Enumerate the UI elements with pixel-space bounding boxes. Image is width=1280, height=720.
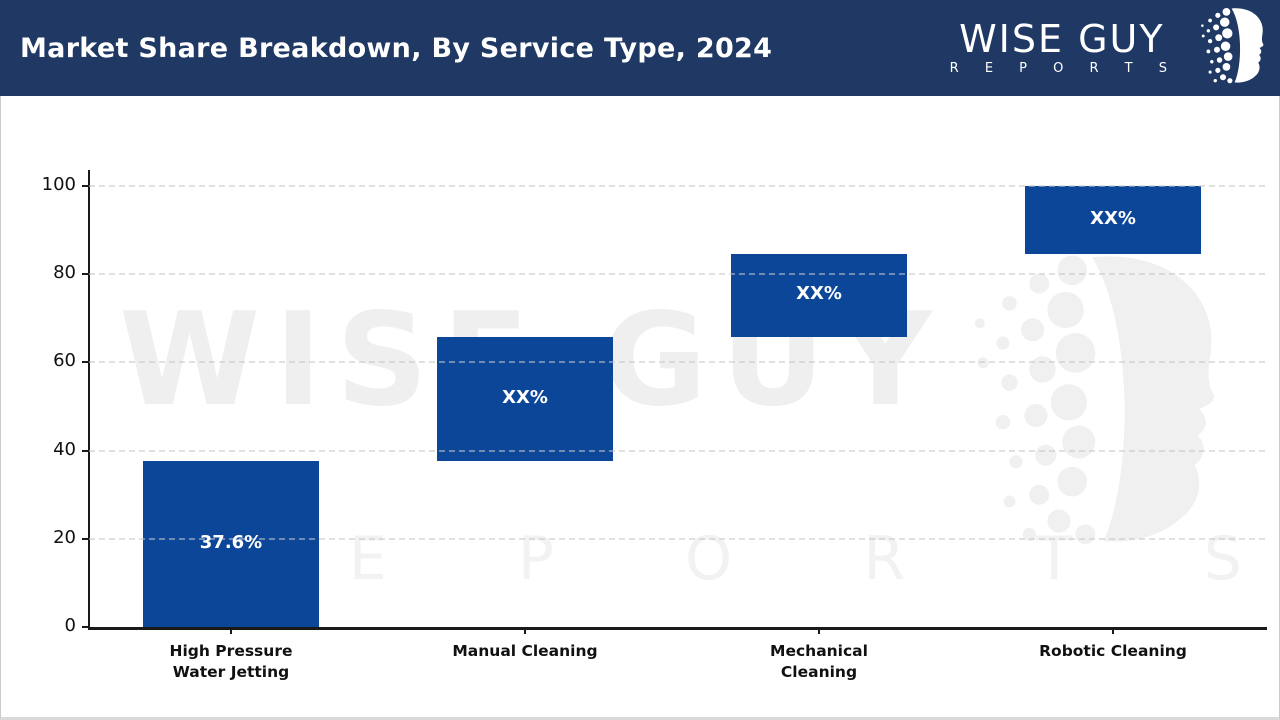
gridline <box>89 537 1265 540</box>
y-axis-tick-mark <box>82 537 88 540</box>
x-axis-category-label: Robotic Cleaning <box>1039 642 1187 660</box>
gridline <box>89 185 1265 187</box>
y-axis-tick-mark <box>82 273 88 276</box>
y-axis-tick-label: 60 <box>53 350 76 372</box>
brand-dotted-face-icon <box>1180 5 1266 91</box>
bar-value-label: XX% <box>1090 207 1136 229</box>
brand-logo-text: WISE GUY R E P O R T S <box>946 20 1178 76</box>
y-axis-tick-label: 0 <box>64 615 76 636</box>
x-axis-line <box>88 627 1267 630</box>
market-share-bar <box>437 336 613 462</box>
market-share-bar <box>143 461 319 627</box>
x-axis-tick-mark <box>524 627 526 634</box>
bar-value-label: 37.6% <box>199 532 263 554</box>
chart-canvas: WISE GUY R E P O R T S 0 20 40 60 80 100 37.6%… <box>0 96 1280 720</box>
y-axis-tick-mark <box>82 361 88 364</box>
y-axis-tick-label: 40 <box>53 438 76 460</box>
x-axis-tick-mark <box>818 627 820 634</box>
bar-value-label: XX% <box>796 283 842 305</box>
brand-name: WISE GUY <box>959 17 1165 61</box>
market-share-bar <box>731 253 907 337</box>
y-axis-tick-mark <box>82 449 88 452</box>
y-axis-tick-mark <box>82 185 88 187</box>
gridline <box>89 361 1265 364</box>
x-axis-tick-mark <box>230 627 232 634</box>
x-axis-category-label: Mechanical Cleaning <box>770 642 868 681</box>
y-axis-tick-label: 80 <box>53 262 76 284</box>
y-axis-tick-mark <box>82 626 88 628</box>
y-axis-tick-label: 20 <box>53 526 76 548</box>
gridline <box>89 449 1265 452</box>
y-axis-tick-label: 100 <box>41 174 76 195</box>
bar-value-label: XX% <box>502 387 548 408</box>
x-axis-category-label: Manual Cleaning <box>452 642 598 660</box>
brand-logo: WISE GUY R E P O R T S <box>946 0 1266 96</box>
x-axis-tick-mark <box>1112 627 1114 634</box>
x-axis-category-label: High Pressure Water Jetting <box>169 642 293 681</box>
chart-title: Market Share Breakdown, By Service Type,… <box>20 32 773 64</box>
market-share-bar <box>1025 186 1201 254</box>
y-axis-line <box>88 170 90 629</box>
brand-subtitle: R E P O R T S <box>949 61 1178 76</box>
gridline <box>89 273 1265 276</box>
header-bar: Market Share Breakdown, By Service Type,… <box>0 0 1280 96</box>
